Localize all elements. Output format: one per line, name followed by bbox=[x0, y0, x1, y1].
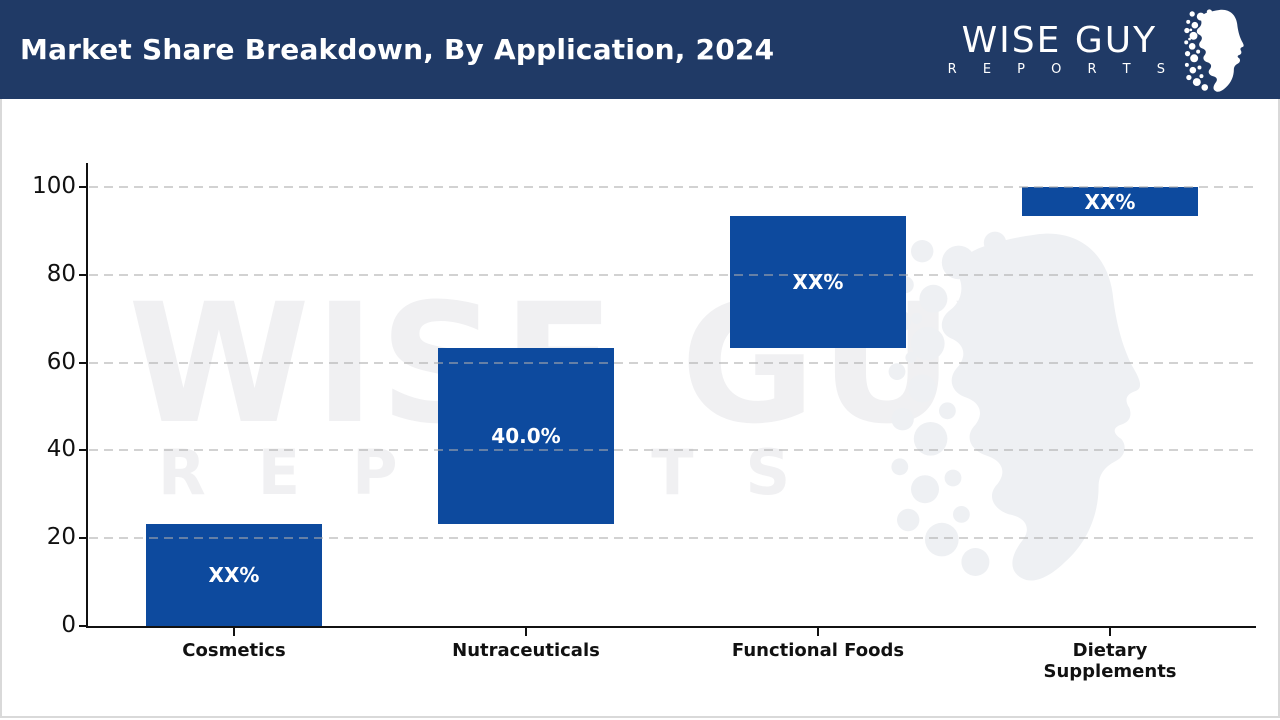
report-title: Market Share Breakdown, By Application, … bbox=[20, 33, 775, 66]
x-tick-mark bbox=[817, 628, 819, 636]
x-tick-mark bbox=[525, 628, 527, 636]
gridline bbox=[89, 361, 1256, 364]
y-tick-mark bbox=[79, 361, 88, 364]
bar-label: 40.0% bbox=[491, 423, 561, 448]
bar-label: XX% bbox=[208, 562, 260, 587]
logo-text: WISE GUY R E P O R T S bbox=[943, 20, 1176, 77]
header-banner: Market Share Breakdown, By Application, … bbox=[0, 0, 1280, 99]
y-tick-label: 0 bbox=[61, 612, 76, 638]
category-label: Functional Foods bbox=[731, 640, 905, 661]
logo-subtitle: R E P O R T S bbox=[947, 62, 1176, 77]
gridline bbox=[89, 449, 1256, 452]
y-tick-mark bbox=[79, 537, 88, 540]
y-tick-mark bbox=[79, 625, 88, 627]
bar bbox=[146, 523, 322, 626]
wiseguy-logo: WISE GUY R E P O R T S bbox=[943, 6, 1252, 94]
bar bbox=[1022, 187, 1198, 217]
bar-label: XX% bbox=[1084, 189, 1136, 214]
gridline bbox=[89, 186, 1256, 188]
x-tick-mark bbox=[233, 628, 235, 636]
gridline bbox=[89, 537, 1256, 540]
y-axis-line bbox=[86, 163, 88, 628]
x-axis-line bbox=[86, 626, 1256, 628]
y-tick-mark bbox=[79, 449, 88, 452]
category-label: Cosmetics bbox=[182, 640, 286, 661]
y-tick-label: 40 bbox=[46, 436, 76, 463]
bar bbox=[438, 348, 614, 524]
y-tick-mark bbox=[79, 273, 88, 276]
category-label: Nutraceuticals bbox=[452, 640, 600, 661]
y-tick-label: 100 bbox=[32, 173, 76, 199]
y-tick-label: 80 bbox=[46, 260, 76, 287]
y-tick-label: 60 bbox=[46, 348, 76, 375]
logo-face-icon bbox=[1180, 8, 1252, 94]
logo-wordmark: WISE GUY bbox=[961, 20, 1158, 61]
y-tick-label: 20 bbox=[46, 524, 76, 551]
bar-label: XX% bbox=[792, 270, 844, 295]
gridline bbox=[89, 273, 1256, 276]
category-label: Dietary Supplements bbox=[1043, 640, 1177, 682]
y-tick-mark bbox=[79, 186, 88, 188]
x-tick-mark bbox=[1109, 628, 1111, 636]
bar bbox=[730, 216, 906, 349]
